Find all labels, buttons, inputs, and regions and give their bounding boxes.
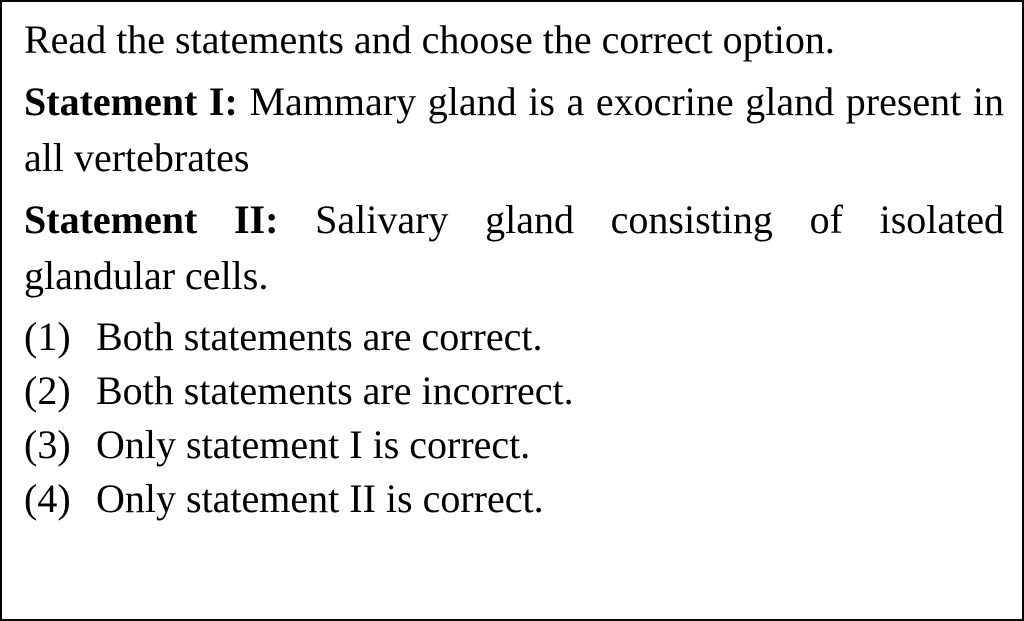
option-3-number: (3) xyxy=(24,418,96,472)
instruction-content: Read the statements and choose the corre… xyxy=(24,17,835,62)
option-4-text: Only statement II is correct. xyxy=(96,472,1004,526)
option-3-text: Only statement I is correct. xyxy=(96,418,1004,472)
option-4-number: (4) xyxy=(24,472,96,526)
option-4[interactable]: (4) Only statement II is correct. xyxy=(24,472,1004,526)
option-2[interactable]: (2) Both statements are incorrect. xyxy=(24,364,1004,418)
option-1[interactable]: (1) Both statements are correct. xyxy=(24,310,1004,364)
statement-2-label: Statement II: xyxy=(24,197,278,242)
option-3[interactable]: (3) Only statement I is correct. xyxy=(24,418,1004,472)
option-2-number: (2) xyxy=(24,364,96,418)
question-card: Read the statements and choose the corre… xyxy=(0,0,1024,621)
instruction-text: Read the statements and choose the corre… xyxy=(24,12,1004,68)
statement-1-label: Statement I: xyxy=(24,79,238,124)
option-1-text: Both statements are correct. xyxy=(96,310,1004,364)
statement-2: Statement II: Salivary gland consisting … xyxy=(24,192,1004,304)
statement-1: Statement I: Mammary gland is a exocrine… xyxy=(24,74,1004,186)
option-2-text: Both statements are incorrect. xyxy=(96,364,1004,418)
options-list: (1) Both statements are correct. (2) Bot… xyxy=(24,310,1004,526)
option-1-number: (1) xyxy=(24,310,96,364)
